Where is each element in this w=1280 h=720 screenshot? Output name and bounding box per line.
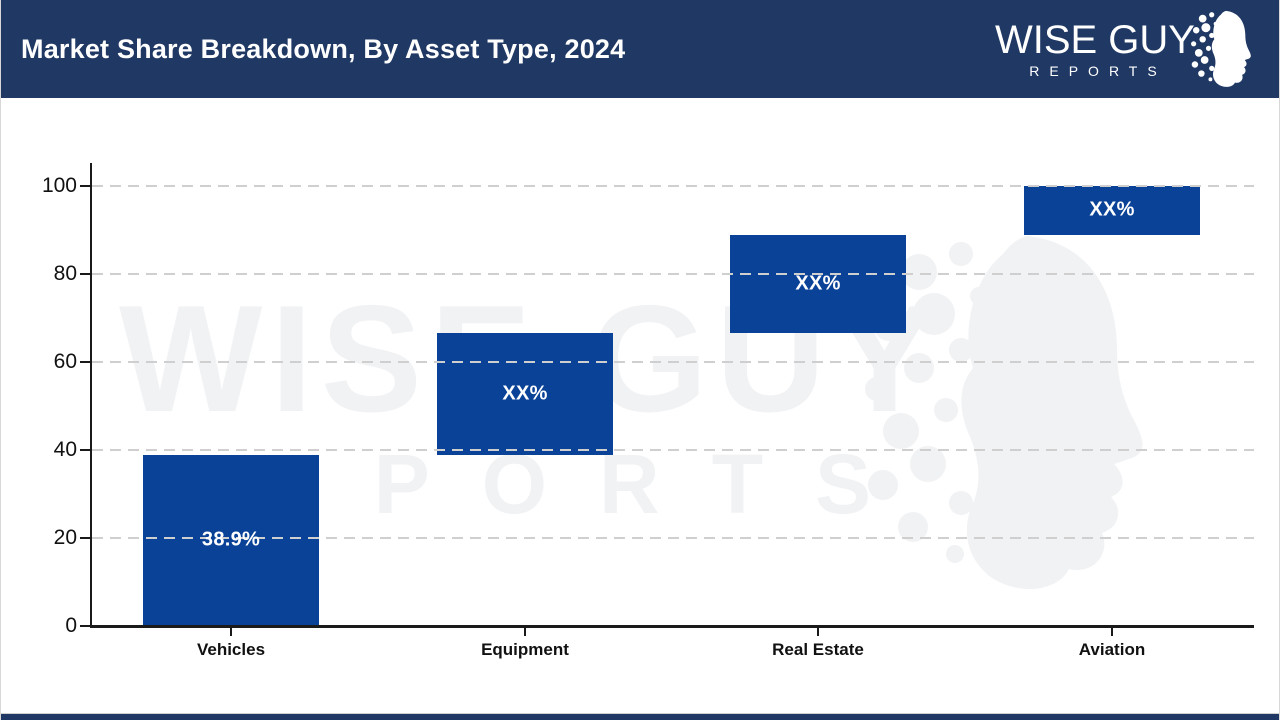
wise-guy-reports-logo: WISE GUY REPORTS — [995, 7, 1263, 91]
header-bar: Market Share Breakdown, By Asset Type, 2… — [1, 0, 1279, 98]
x-tick-mark — [230, 627, 232, 636]
dotted-face-icon — [1191, 10, 1251, 87]
bar-aviation — [1024, 186, 1200, 235]
bar-value-label: XX% — [1089, 198, 1135, 221]
bar-value-label: XX% — [795, 272, 841, 295]
gridline — [92, 537, 1254, 539]
y-tick-label: 0 — [65, 614, 77, 637]
bar-value-label: 38.9% — [201, 528, 261, 551]
y-tick-label: 20 — [53, 526, 77, 549]
x-category-label: Aviation — [1078, 640, 1146, 659]
x-category-label: Real Estate — [772, 640, 864, 659]
y-tick-label: 40 — [53, 438, 77, 461]
x-category-label: Vehicles — [196, 640, 266, 659]
y-tick-mark — [80, 273, 90, 275]
y-tick-mark — [80, 361, 90, 363]
gridline — [92, 273, 1254, 275]
x-axis-line — [90, 625, 1254, 628]
bar-vehicles — [143, 454, 319, 626]
y-tick-mark — [80, 625, 90, 627]
bar-equipment — [437, 332, 613, 455]
x-tick-mark — [1111, 627, 1113, 636]
y-tick-mark — [80, 185, 90, 187]
watermark-face-icon — [865, 236, 1143, 590]
bar-real-estate — [730, 234, 906, 333]
bar-value-label: XX% — [502, 382, 548, 405]
y-axis-line — [90, 163, 92, 627]
y-tick-label: 80 — [53, 262, 77, 285]
x-tick-mark — [817, 627, 819, 636]
y-tick-label: 100 — [41, 174, 77, 197]
y-tick-mark — [80, 449, 90, 451]
footer-bar — [1, 714, 1279, 720]
x-tick-mark — [524, 627, 526, 636]
gridline — [92, 185, 1254, 187]
y-tick-label: 60 — [53, 350, 77, 373]
logo-text: WISE GUY REPORTS — [995, 20, 1195, 79]
x-category-label: Equipment — [481, 640, 569, 659]
gridline — [92, 449, 1254, 451]
y-tick-mark — [80, 537, 90, 539]
page-title: Market Share Breakdown, By Asset Type, 2… — [21, 33, 626, 64]
logo-subtitle: REPORTS — [1029, 62, 1167, 79]
logo-wordmark: WISE GUY — [994, 17, 1195, 62]
footer-divider — [1, 713, 1279, 714]
gridline — [92, 361, 1254, 363]
